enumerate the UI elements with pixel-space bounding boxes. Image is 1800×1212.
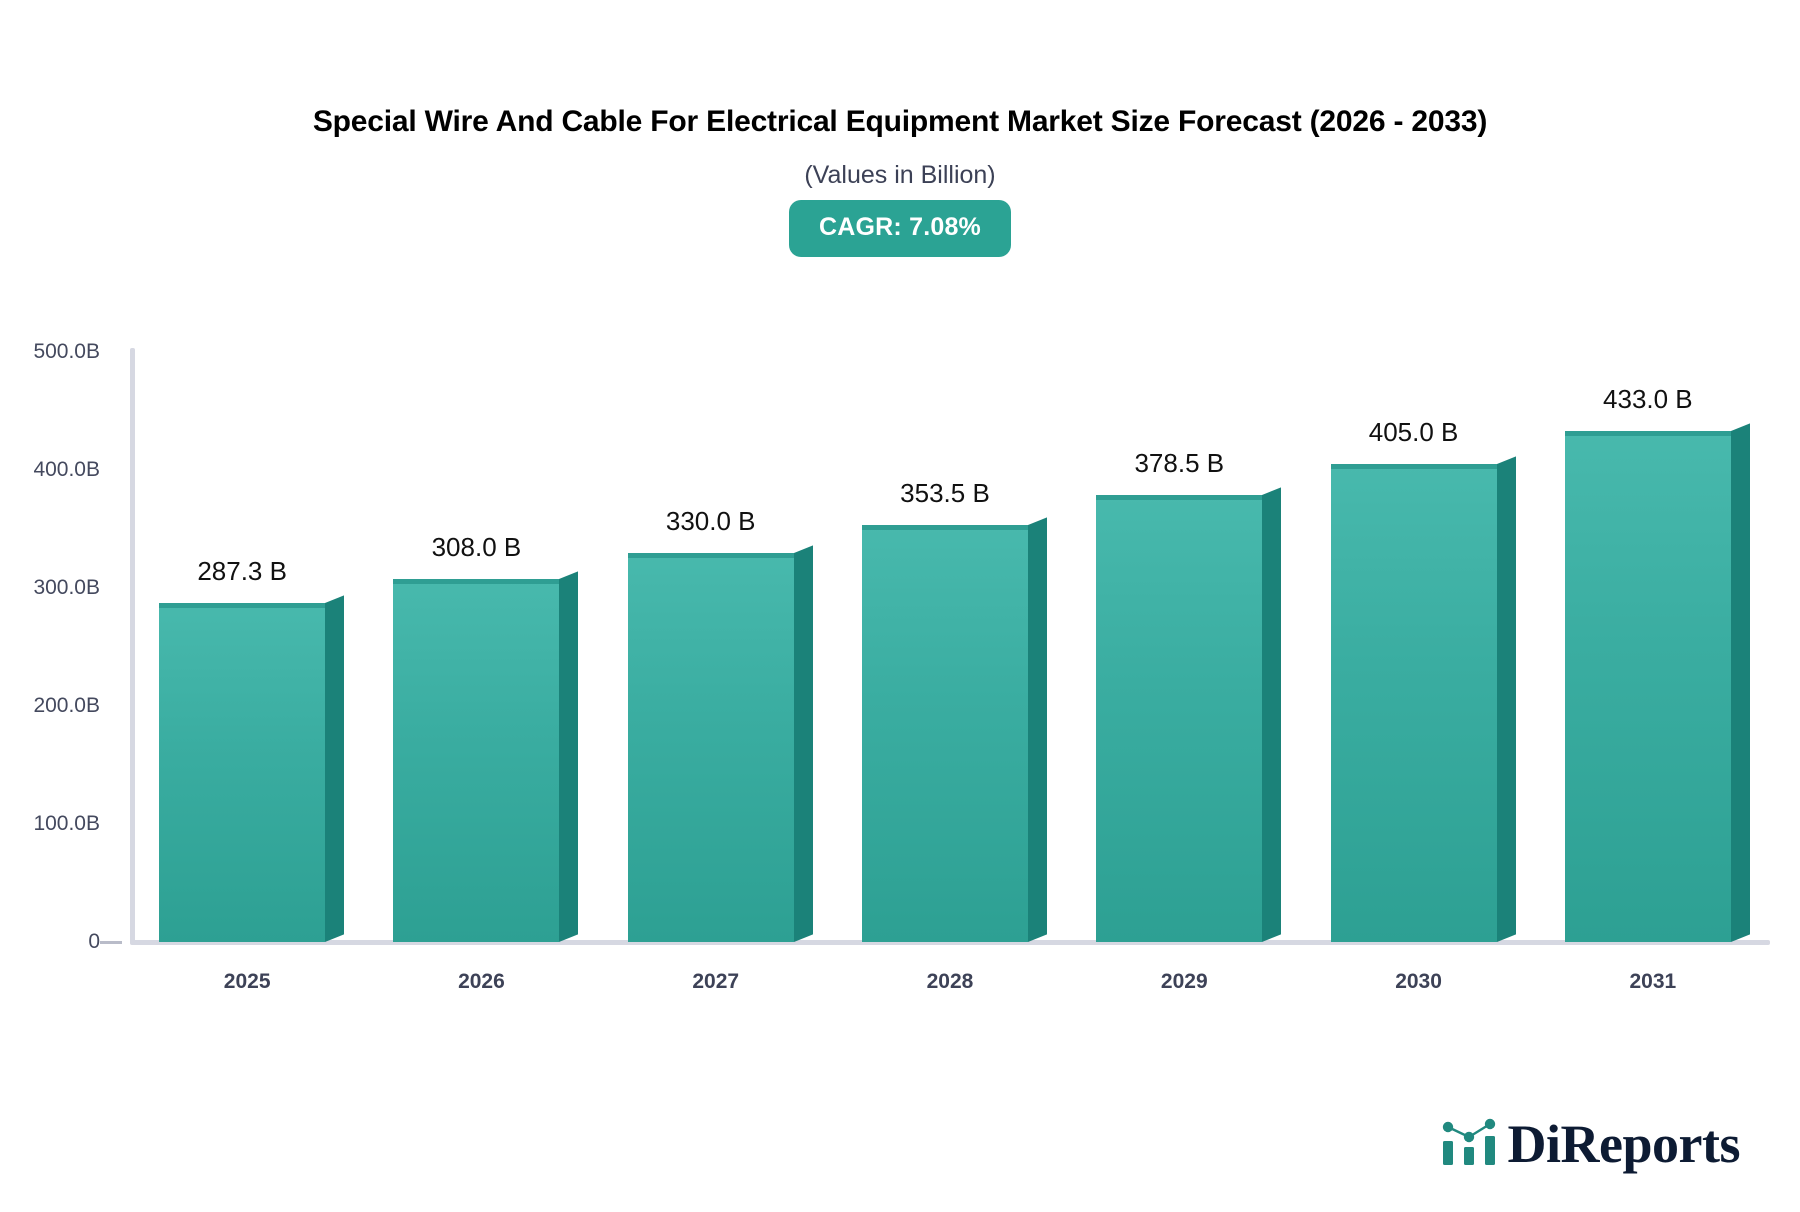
bar-side-face xyxy=(793,544,813,942)
y-axis-line xyxy=(130,348,135,944)
y-tick-0: 0 xyxy=(88,930,100,953)
chart-header: Special Wire And Cable For Electrical Eq… xyxy=(0,0,1800,258)
bar-2026[interactable]: 308.0 B xyxy=(393,352,579,942)
bar-2027[interactable]: 330.0 B xyxy=(627,352,813,942)
x-tick-2031: 2031 xyxy=(1629,970,1677,993)
bar-2029[interactable]: 378.5 B xyxy=(1096,352,1282,942)
bar-chart-icon xyxy=(1440,1115,1498,1172)
bar-top-edge xyxy=(1564,431,1731,437)
chart-title: Special Wire And Cable For Electrical Eq… xyxy=(312,105,1488,138)
bar-front-face xyxy=(862,524,1028,942)
bar-side-face xyxy=(559,570,579,942)
bar-value-label-2029: 378.5 B xyxy=(1134,448,1225,479)
bar-body xyxy=(159,595,345,942)
bar-side-face xyxy=(1262,487,1282,942)
logo-wordmark: DiReports xyxy=(1507,1113,1741,1174)
x-tick-2028: 2028 xyxy=(926,970,974,993)
y-tick-100.0B: 100.0B xyxy=(33,812,100,835)
bar-body xyxy=(862,517,1047,942)
bar-value-label-2026: 308.0 B xyxy=(431,531,522,562)
y-tick-400.0B: 400.0B xyxy=(33,458,100,481)
direports-logo: DiReports xyxy=(1440,1113,1741,1174)
bar-front-face xyxy=(1096,495,1263,942)
bar-2028[interactable]: 353.5 B xyxy=(862,352,1047,942)
x-tick-2025: 2025 xyxy=(223,970,271,993)
bar-top-edge xyxy=(627,552,794,558)
cagr-badge-container: CAGR: 7.08% xyxy=(0,200,1800,258)
y-tick-500.0B: 500.0B xyxy=(33,340,100,363)
bar-top-edge xyxy=(393,578,560,584)
x-tick-2030: 2030 xyxy=(1395,970,1442,993)
bar-top-edge xyxy=(862,524,1028,530)
bar-body xyxy=(393,570,579,942)
bar-front-face xyxy=(393,578,560,942)
bar-front-face xyxy=(1330,464,1497,942)
x-tick-2029: 2029 xyxy=(1160,970,1208,993)
chart-subtitle: (Values in Billion) xyxy=(804,161,996,190)
bar-top-edge xyxy=(1096,495,1263,501)
bar-front-face xyxy=(627,552,794,942)
bar-side-face xyxy=(1730,423,1750,942)
bar-top-edge xyxy=(159,603,326,608)
bar-side-face xyxy=(1028,517,1047,942)
x-tick-2026: 2026 xyxy=(458,970,505,993)
bar-front-face xyxy=(159,603,326,942)
y-axis-zero-tick xyxy=(100,941,122,944)
bar-side-face xyxy=(1496,456,1516,942)
cagr-badge: CAGR: 7.08% xyxy=(789,200,1011,258)
x-tick-2027: 2027 xyxy=(692,970,740,993)
bar-side-face xyxy=(325,595,345,942)
bar-top-edge xyxy=(1330,464,1497,470)
bar-value-label-2030: 405.0 B xyxy=(1368,417,1459,448)
bar-value-label-2025: 287.3 B xyxy=(197,556,287,586)
bar-2025[interactable]: 287.3 B xyxy=(159,352,345,942)
bar-series: 287.3 B 308.0 B 330.0 B 353.5 B 378.5 B 405.0… xyxy=(130,352,1770,942)
bar-body xyxy=(1564,423,1750,942)
bar-value-label-2027: 330.0 B xyxy=(665,505,756,536)
y-tick-200.0B: 200.0B xyxy=(33,694,100,717)
bar-front-face xyxy=(1564,431,1731,942)
bar-body xyxy=(1330,456,1516,942)
y-tick-300.0B: 300.0B xyxy=(33,576,100,599)
bar-2030[interactable]: 405.0 B xyxy=(1330,352,1516,942)
bar-value-label-2028: 353.5 B xyxy=(900,477,990,508)
bar-value-label-2031: 433.0 B xyxy=(1603,384,1693,415)
bar-body xyxy=(627,544,813,942)
x-axis-line xyxy=(130,940,1770,945)
bar-2031[interactable]: 433.0 B xyxy=(1564,352,1750,942)
bar-body xyxy=(1096,487,1282,942)
